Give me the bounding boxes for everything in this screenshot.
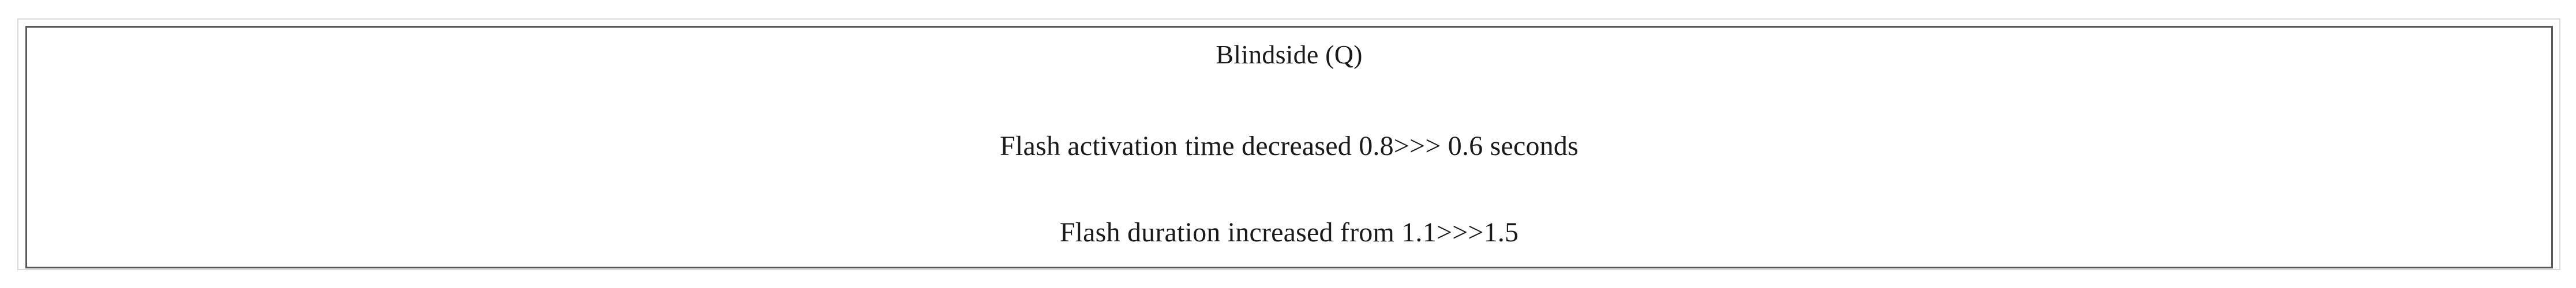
patch-note-box: Blindside (Q) Flash activation time decr… <box>25 26 2553 268</box>
ability-title: Blindside (Q) <box>1216 40 1363 69</box>
patch-note-change-line-1: Flash activation time decreased 0.8>>> 0… <box>1000 131 1578 161</box>
patch-note-change-line-2: Flash duration increased from 1.1>>>1.5 <box>1059 217 1519 248</box>
